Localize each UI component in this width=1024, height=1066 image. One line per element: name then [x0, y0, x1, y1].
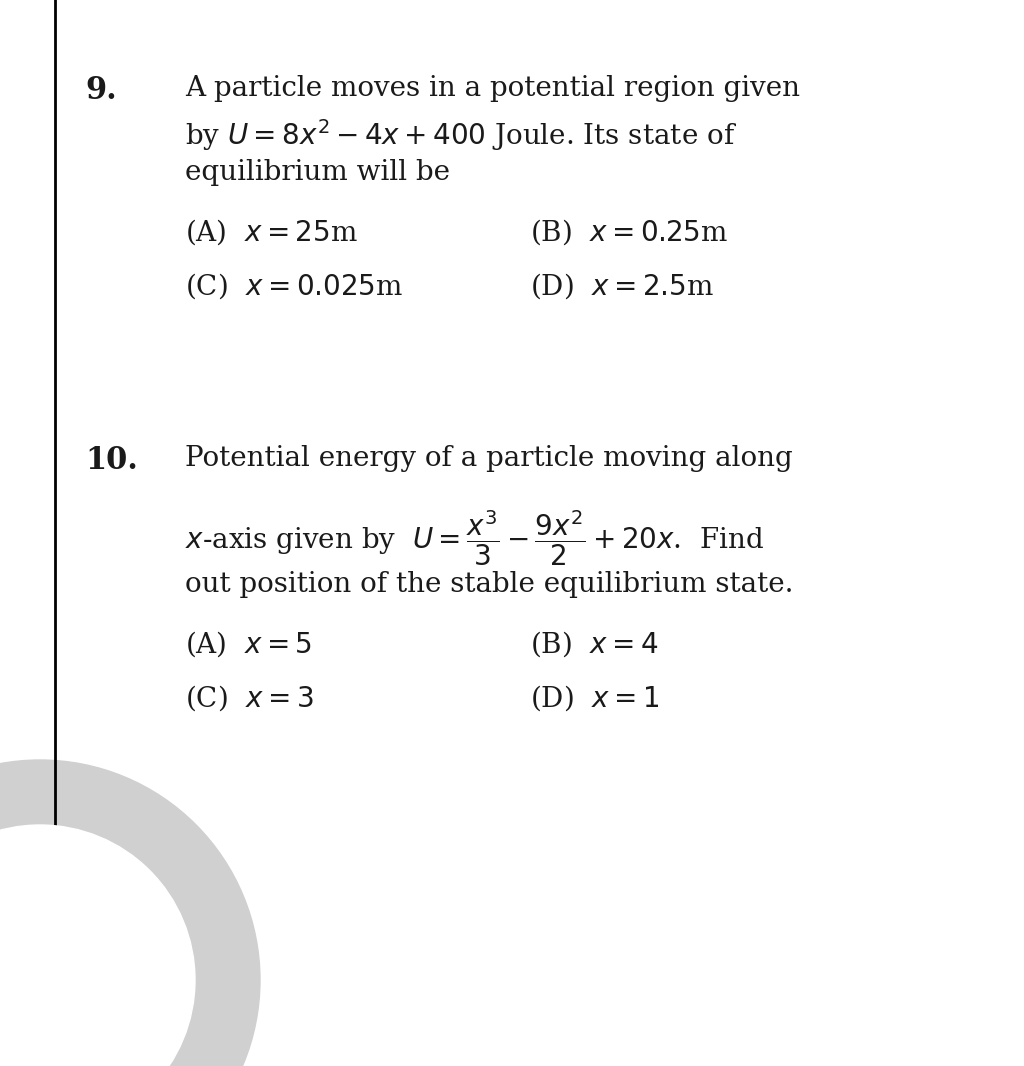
- Text: (C)  $x = 0.025$m: (C) $x = 0.025$m: [185, 271, 403, 301]
- Text: (A)  $x = 25$m: (A) $x = 25$m: [185, 217, 357, 246]
- Text: out position of the stable equilibrium state.: out position of the stable equilibrium s…: [185, 571, 794, 598]
- Text: (D)  $x = 2.5$m: (D) $x = 2.5$m: [530, 271, 714, 301]
- Text: (B)  $x = 4$: (B) $x = 4$: [530, 629, 658, 659]
- Text: A particle moves in a potential region given: A particle moves in a potential region g…: [185, 75, 800, 102]
- Text: equilibrium will be: equilibrium will be: [185, 159, 450, 185]
- Circle shape: [0, 825, 195, 1066]
- Text: (C)  $x = 3$: (C) $x = 3$: [185, 683, 313, 713]
- Text: $x$-axis given by  $U = \dfrac{x^3}{3} - \dfrac{9x^2}{2} + 20x$.  Find: $x$-axis given by $U = \dfrac{x^3}{3} - …: [185, 508, 764, 567]
- Text: by $U = 8x^2 - 4x + 400$ Joule. Its state of: by $U = 8x^2 - 4x + 400$ Joule. Its stat…: [185, 117, 737, 152]
- Text: 9.: 9.: [85, 75, 117, 106]
- Text: (D)  $x = 1$: (D) $x = 1$: [530, 683, 659, 713]
- Circle shape: [0, 760, 260, 1066]
- Text: 10.: 10.: [85, 445, 138, 477]
- Text: Potential energy of a particle moving along: Potential energy of a particle moving al…: [185, 445, 793, 472]
- Text: (A)  $x = 5$: (A) $x = 5$: [185, 629, 312, 659]
- Text: (B)  $x = 0.25$m: (B) $x = 0.25$m: [530, 217, 728, 246]
